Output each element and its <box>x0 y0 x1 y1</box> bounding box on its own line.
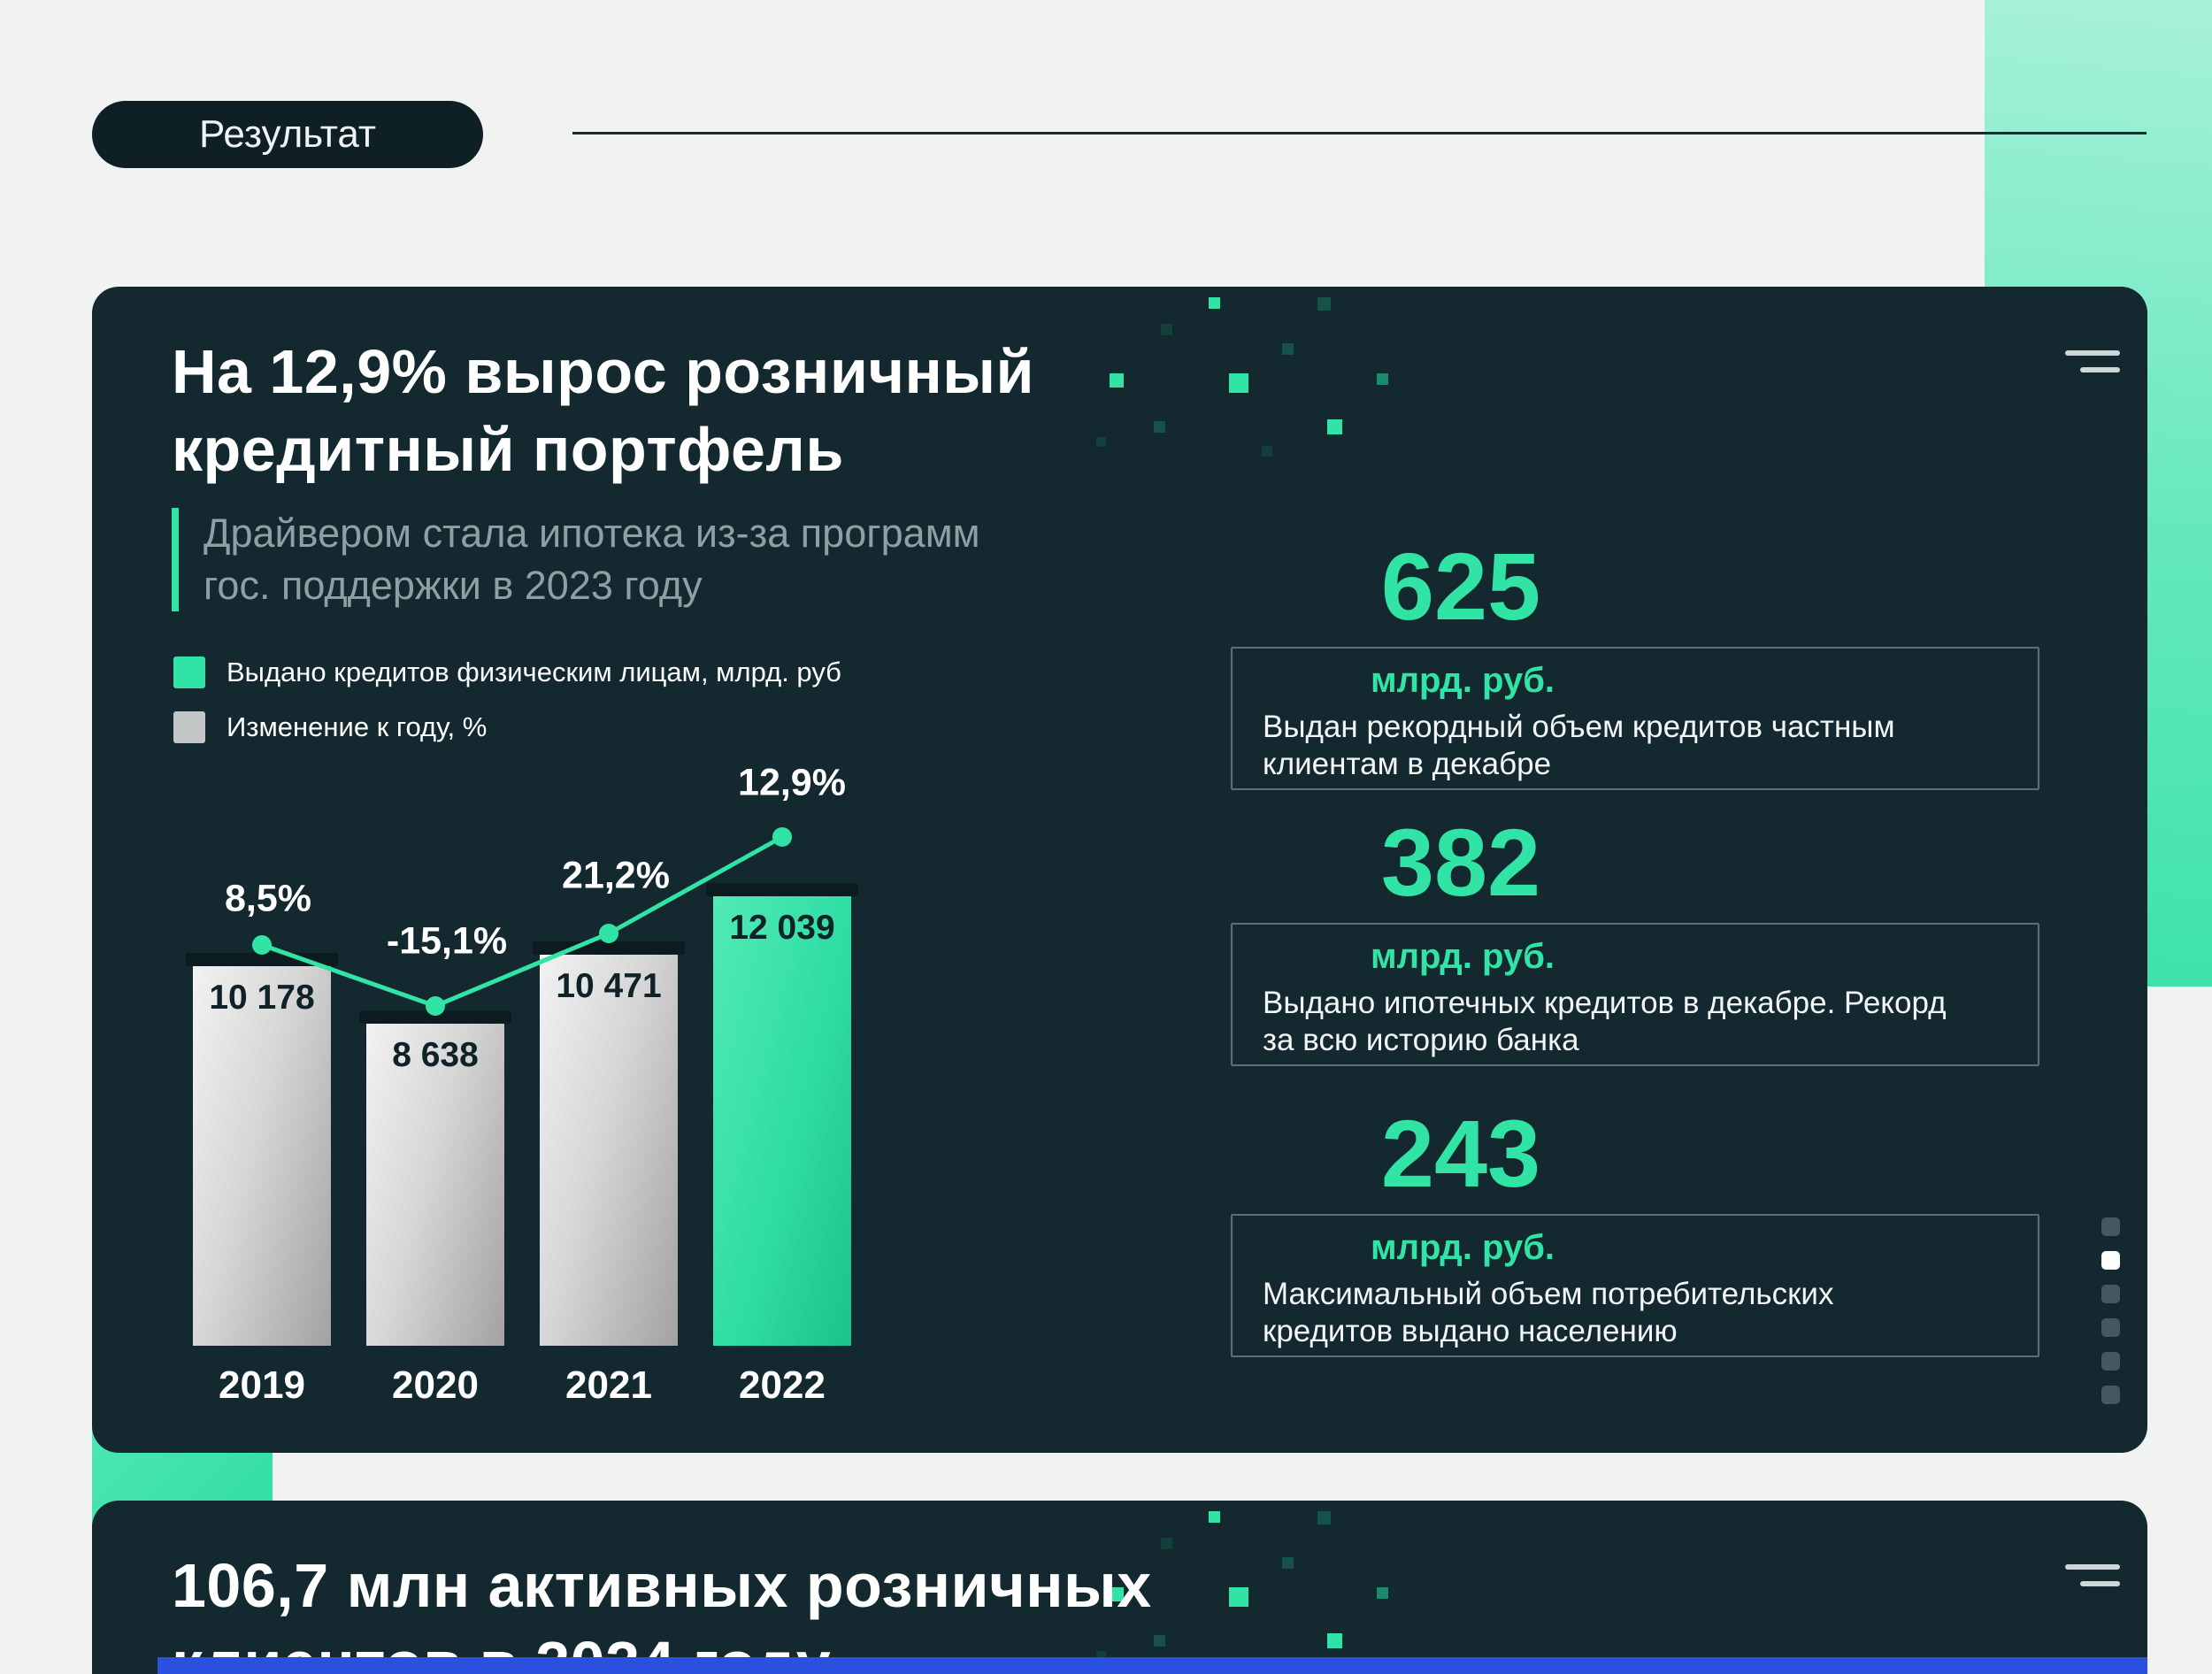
menu-icon[interactable] <box>2065 1564 2120 1586</box>
legend-item: Изменение к году, % <box>173 711 841 743</box>
slide2-title: 106,7 млн активных розничных клиентов в … <box>172 1547 1152 1674</box>
decor-pixel <box>1377 1587 1388 1599</box>
decor-pixel <box>1327 1633 1342 1648</box>
slide1-title: На 12,9% вырос розничный кредитный портф… <box>172 333 1034 488</box>
result-badge: Результат <box>92 101 483 168</box>
decor-pixel <box>1154 1635 1165 1647</box>
axis-year-label: 2022 <box>739 1363 826 1407</box>
slide1-title-line1: На 12,9% вырос розничный <box>172 337 1035 406</box>
stat-block: 382 млрд. руб. Выдано ипотечных кредитов в… <box>1231 815 2039 1066</box>
legend-swatch <box>173 711 205 743</box>
stat-unit: млрд. руб. <box>1370 937 1555 976</box>
header-rule <box>572 132 2147 134</box>
legend-label: Выдано кредитов физическим лицам, млрд. … <box>227 657 841 687</box>
stat-desc: Выдан рекордный объем кредитов частным к… <box>1263 710 1895 781</box>
legend-swatch <box>173 657 205 688</box>
stat-box: млрд. руб. Выдан рекордный объем кредитов… <box>1231 647 2039 790</box>
bar-cap <box>359 1010 511 1024</box>
page-dot[interactable] <box>2101 1251 2120 1270</box>
decor-pixel <box>1229 1587 1248 1607</box>
decor-pixel <box>1161 1538 1172 1549</box>
slide1-title-line2: кредитный портфель <box>172 415 844 485</box>
blue-accent-bar <box>157 1657 2147 1674</box>
slide1-subtitle: Драйвером стала ипотека из-за программ г… <box>172 508 980 611</box>
page-dot[interactable] <box>2101 1352 2120 1371</box>
page-dot[interactable] <box>2101 1285 2120 1303</box>
stat-unit: млрд. руб. <box>1370 661 1555 700</box>
menu-icon[interactable] <box>2065 350 2120 372</box>
axis-year-label: 2019 <box>219 1363 305 1407</box>
stat-block: 243 млрд. руб. Максимальный объем потребит… <box>1231 1106 2039 1357</box>
decor-pixel <box>1282 1557 1294 1569</box>
bar-2021: 10 471 <box>533 941 685 1346</box>
slide1-subtitle-text: Драйвером стала ипотека из-за программ г… <box>204 508 980 611</box>
bar-value-label: 8 638 <box>392 1036 479 1074</box>
page-dot[interactable] <box>2101 1386 2120 1404</box>
legend-label: Изменение к году, % <box>227 711 488 742</box>
stat-unit: млрд. руб. <box>1370 1228 1555 1267</box>
change-pct-label: 12,9% <box>738 761 846 804</box>
stat-block: 625 млрд. руб. Выдан рекордный объем креди… <box>1231 539 2039 790</box>
result-badge-label: Результат <box>198 112 377 156</box>
stat-value: 625 <box>1380 533 1541 640</box>
stat-desc: Максимальный объем потребительских креди… <box>1263 1277 1834 1348</box>
page-dot[interactable] <box>2101 1318 2120 1337</box>
chart-legend: Выдано кредитов физическим лицам, млрд. … <box>173 657 841 766</box>
decor-pixel <box>1209 1511 1220 1523</box>
stat-value: 382 <box>1380 809 1541 916</box>
legend-item: Выдано кредитов физическим лицам, млрд. … <box>173 657 841 688</box>
slide2-title-line1: 106,7 млн активных розничных <box>172 1551 1152 1620</box>
axis-year-label: 2020 <box>392 1363 479 1407</box>
stats-list: 625 млрд. руб. Выдан рекордный объем креди… <box>92 287 2147 1453</box>
slide-card-active-clients: 106,7 млн активных розничных клиентов в … <box>92 1501 2147 1674</box>
bar-2020: 8 638 <box>359 1010 511 1346</box>
slide-card-credit-portfolio: На 12,9% вырос розничный кредитный портф… <box>92 287 2147 1453</box>
stat-desc: Выдано ипотечных кредитов в декабре. Рек… <box>1263 986 1947 1057</box>
subtitle-accent-bar <box>172 508 179 611</box>
stat-value: 243 <box>1380 1100 1541 1207</box>
subtitle-line2: гос. поддержки в 2023 году <box>204 562 703 608</box>
page-dot[interactable] <box>2101 1217 2120 1236</box>
pagination <box>2101 1217 2120 1419</box>
stat-box: млрд. руб. Выдано ипотечных кредитов в де… <box>1231 923 2039 1066</box>
decor-pixel <box>1317 1511 1331 1524</box>
subtitle-line1: Драйвером стала ипотека из-за программ <box>204 511 980 556</box>
axis-year-label: 2021 <box>565 1363 652 1407</box>
stat-box: млрд. руб. Максимальный объем потребитель… <box>1231 1214 2039 1357</box>
